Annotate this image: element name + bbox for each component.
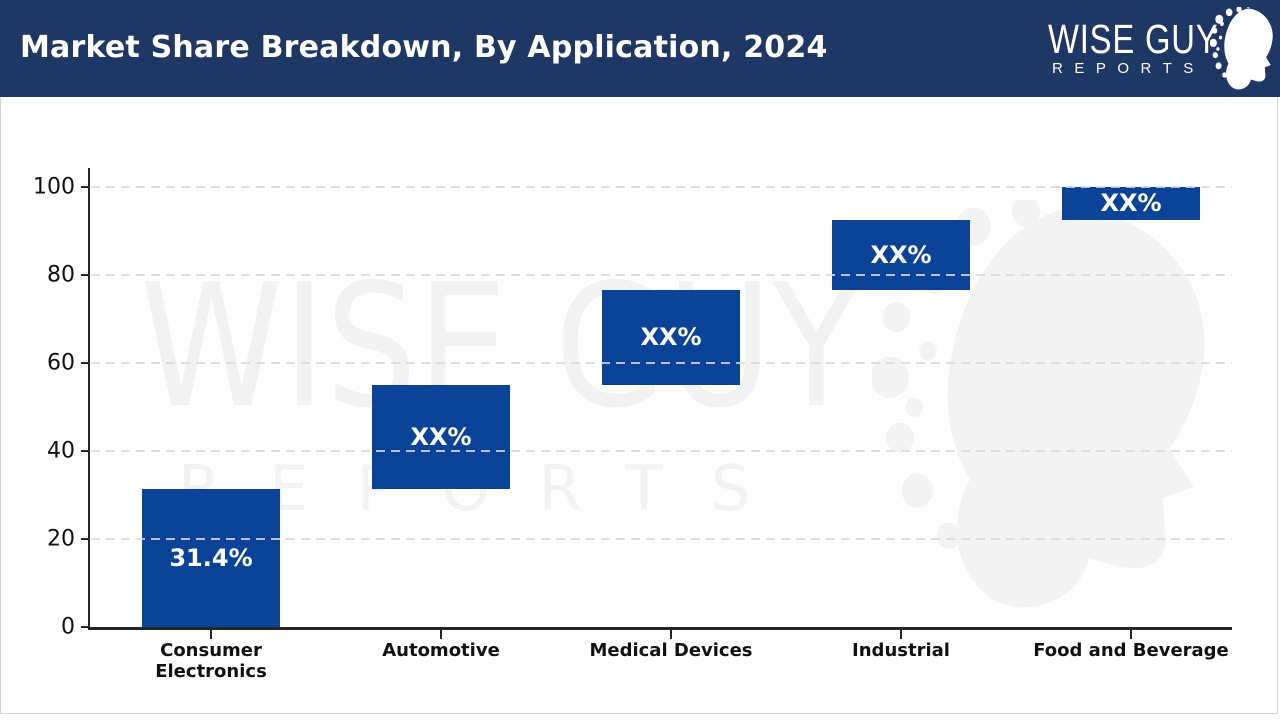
x-category-label-2: Automotive — [382, 640, 500, 661]
gridline-20 — [91, 537, 1232, 540]
x-category-label-1: Consumer Electronics — [155, 640, 267, 683]
logo-brand-text: WISE GUY — [1048, 16, 1219, 62]
x-tick-mark-3 — [670, 630, 672, 639]
gridline-60 — [91, 361, 1232, 364]
x-tick-mark-2 — [440, 630, 442, 639]
y-tick-mark-100 — [81, 185, 90, 188]
y-axis-line — [88, 168, 90, 630]
y-tick-mark-40 — [81, 449, 90, 452]
y-tick-mark-20 — [81, 537, 90, 540]
x-axis-line — [88, 627, 1232, 630]
x-tick-mark-1 — [210, 630, 212, 639]
bar-value-label: XX% — [640, 323, 702, 352]
y-tick-label-60: 60 — [47, 350, 75, 376]
bar-value-label: 31.4% — [169, 543, 253, 572]
y-tick-label-100: 100 — [33, 174, 75, 199]
header-bar: Market Share Breakdown, By Application, … — [0, 0, 1280, 97]
x-category-label-4: Industrial — [852, 640, 950, 661]
x-tick-mark-4 — [900, 630, 902, 639]
bar-value-label: XX% — [870, 241, 932, 270]
y-tick-label-0: 0 — [61, 614, 75, 640]
bar-value-label: XX% — [410, 422, 472, 451]
gridline-80 — [91, 273, 1232, 276]
y-tick-label-80: 80 — [47, 262, 75, 288]
waterfall-bar-1: 31.4% — [142, 488, 280, 627]
waterfall-bar-3: XX% — [602, 290, 740, 385]
y-tick-mark-0 — [81, 626, 90, 628]
x-tick-mark-5 — [1130, 630, 1132, 639]
y-tick-mark-80 — [81, 273, 90, 276]
y-tick-label-20: 20 — [47, 526, 75, 552]
gridline-40 — [91, 449, 1232, 452]
waterfall-bar-4: XX% — [832, 220, 970, 290]
y-tick-label-40: 40 — [47, 438, 75, 464]
bar-value-label: XX% — [1100, 189, 1162, 218]
waterfall-bar-5: XX% — [1062, 186, 1200, 221]
chart-title: Market Share Breakdown, By Application, … — [20, 29, 828, 65]
y-tick-mark-60 — [81, 361, 90, 364]
wise-guy-reports-logo: WISE GUY REPORTS — [1038, 0, 1280, 97]
x-category-label-3: Medical Devices — [589, 640, 753, 661]
gridline-100 — [91, 185, 1232, 188]
logo-sub-text: REPORTS — [1052, 60, 1205, 77]
waterfall-bar-2: XX% — [372, 384, 510, 489]
x-category-label-5: Food and Beverage — [1033, 640, 1229, 661]
